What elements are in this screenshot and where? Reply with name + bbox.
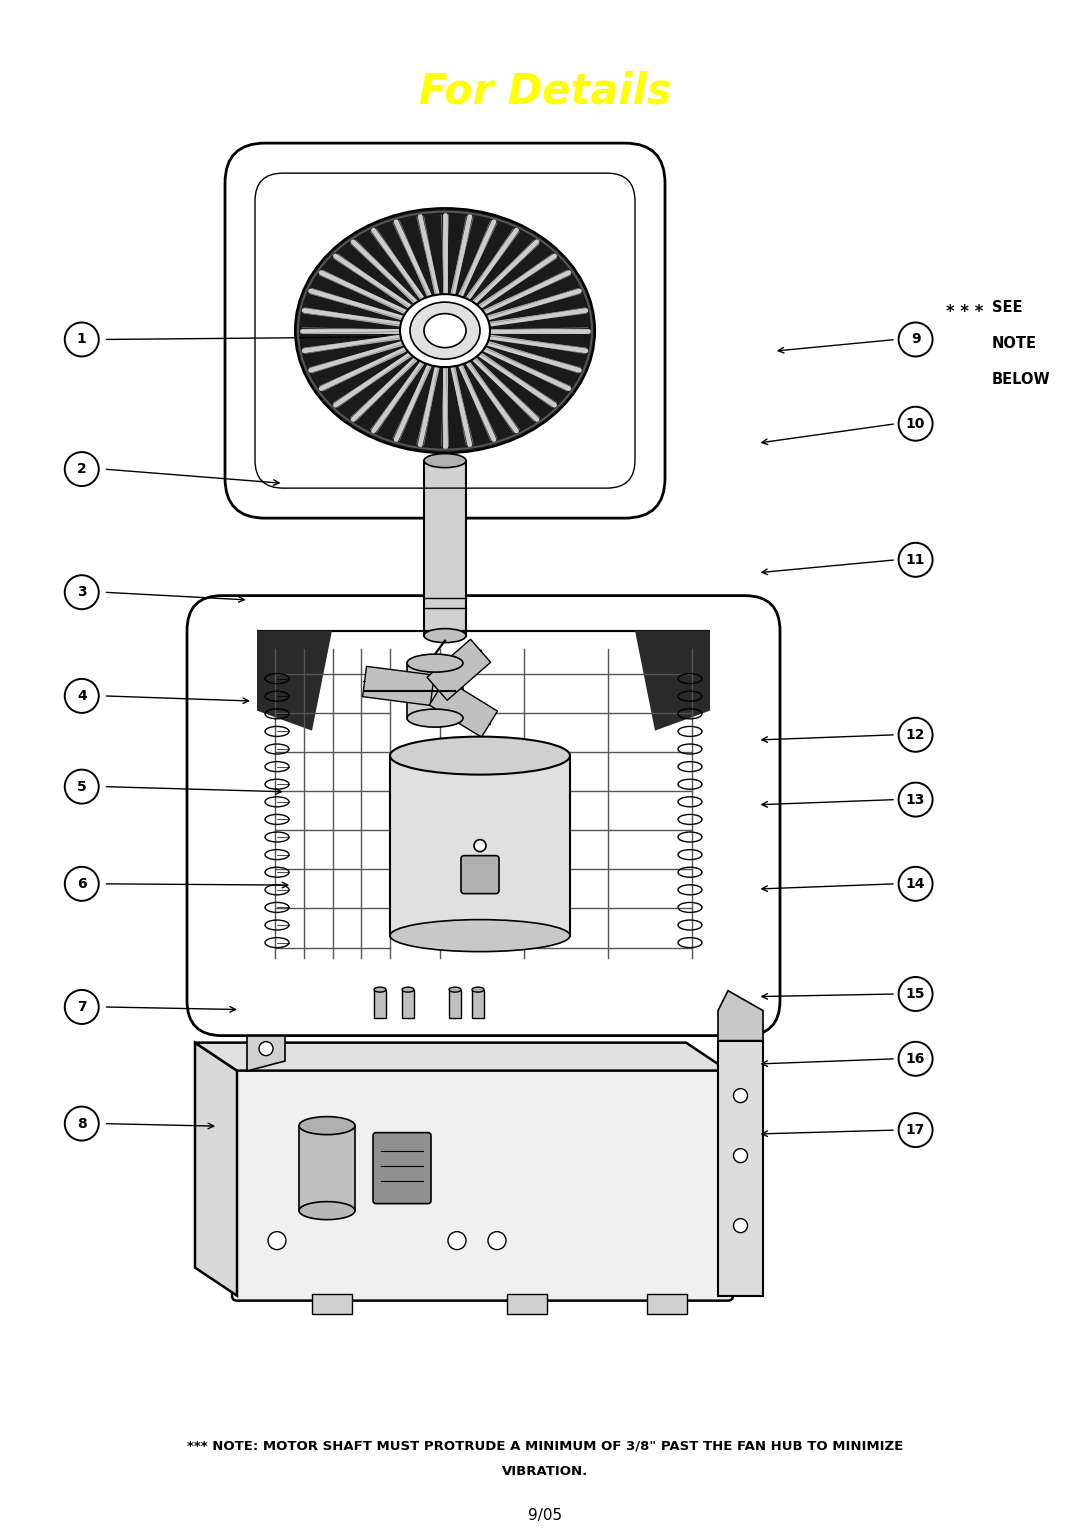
Circle shape [64,867,99,901]
Polygon shape [195,1043,237,1296]
Ellipse shape [390,919,570,951]
Text: 9/05: 9/05 [528,1507,562,1523]
Bar [299,1126,355,1210]
Polygon shape [718,991,763,1040]
FancyBboxPatch shape [187,596,780,1036]
Text: 1: 1 [77,332,86,346]
Bar [424,461,467,636]
Polygon shape [257,631,332,731]
Bar [647,1293,687,1313]
Text: 8: 8 [77,1117,86,1131]
Text: NOTE: NOTE [992,336,1037,351]
Text: 4: 4 [77,689,86,703]
Circle shape [898,1114,933,1147]
Ellipse shape [299,1117,355,1135]
Circle shape [488,1232,506,1250]
Circle shape [64,574,99,610]
Text: 9: 9 [911,332,920,346]
Circle shape [898,406,933,441]
Bar [312,1293,352,1313]
Text: 11: 11 [906,553,925,567]
Circle shape [64,322,99,357]
Text: 10: 10 [906,417,925,430]
FancyArrowPatch shape [363,666,434,705]
Text: 15: 15 [906,987,925,1000]
Circle shape [898,322,933,357]
Polygon shape [195,1043,728,1071]
Text: 7: 7 [77,1000,86,1014]
Ellipse shape [400,294,490,368]
Circle shape [259,1042,272,1056]
Ellipse shape [402,987,414,993]
Ellipse shape [472,987,484,993]
FancyBboxPatch shape [225,142,665,518]
Circle shape [268,1232,286,1250]
Circle shape [448,1232,467,1250]
Ellipse shape [390,737,570,775]
Ellipse shape [449,987,461,993]
Circle shape [898,542,933,578]
Ellipse shape [295,208,595,453]
FancyBboxPatch shape [461,856,499,893]
Bar [402,990,414,1017]
FancyBboxPatch shape [373,1132,431,1204]
Text: 17: 17 [906,1123,925,1137]
Circle shape [64,769,99,804]
Text: 12: 12 [906,728,925,741]
Ellipse shape [407,654,463,673]
Text: 5: 5 [77,780,86,794]
Text: 2: 2 [77,463,86,476]
Bar [407,663,463,719]
Circle shape [474,840,486,852]
Bar [390,755,570,936]
Text: 14: 14 [906,876,925,890]
Text: CLICK HERE: CLICK HERE [476,25,614,44]
Circle shape [898,977,933,1011]
Circle shape [64,1106,99,1141]
Circle shape [64,452,99,486]
Text: *** NOTE: MOTOR SHAFT MUST PROTRUDE A MINIMUM OF 3/8" PAST THE FAN HUB TO MINIMI: *** NOTE: MOTOR SHAFT MUST PROTRUDE A MI… [186,1440,904,1452]
Text: * * *: * * * [946,303,983,322]
Text: 6: 6 [77,876,86,890]
Bar [472,990,484,1017]
Circle shape [898,1042,933,1075]
Ellipse shape [299,1201,355,1219]
Ellipse shape [424,628,467,642]
Ellipse shape [410,302,480,358]
Ellipse shape [407,709,463,728]
Circle shape [898,719,933,752]
FancyArrowPatch shape [427,639,490,700]
Text: For Details: For Details [419,70,671,113]
FancyBboxPatch shape [232,1066,732,1301]
Circle shape [734,1149,748,1163]
Text: 3: 3 [77,585,86,599]
Text: BELOW: BELOW [992,372,1051,388]
Bar [374,990,386,1017]
Ellipse shape [374,987,386,993]
Text: 16: 16 [906,1052,925,1066]
Ellipse shape [424,453,467,467]
Polygon shape [247,1036,284,1071]
Text: VIBRATION.: VIBRATION. [501,1465,589,1478]
Text: SEE: SEE [992,300,1022,314]
Circle shape [734,1089,748,1103]
Text: 13: 13 [906,792,925,806]
Bar [507,1293,547,1313]
Bar [449,990,461,1017]
Circle shape [734,1218,748,1233]
Ellipse shape [424,314,467,348]
FancyArrowPatch shape [429,679,497,737]
Circle shape [64,679,99,712]
Polygon shape [635,631,710,731]
Circle shape [898,867,933,901]
Bar [718,1040,763,1296]
Circle shape [64,990,99,1023]
Circle shape [898,783,933,817]
